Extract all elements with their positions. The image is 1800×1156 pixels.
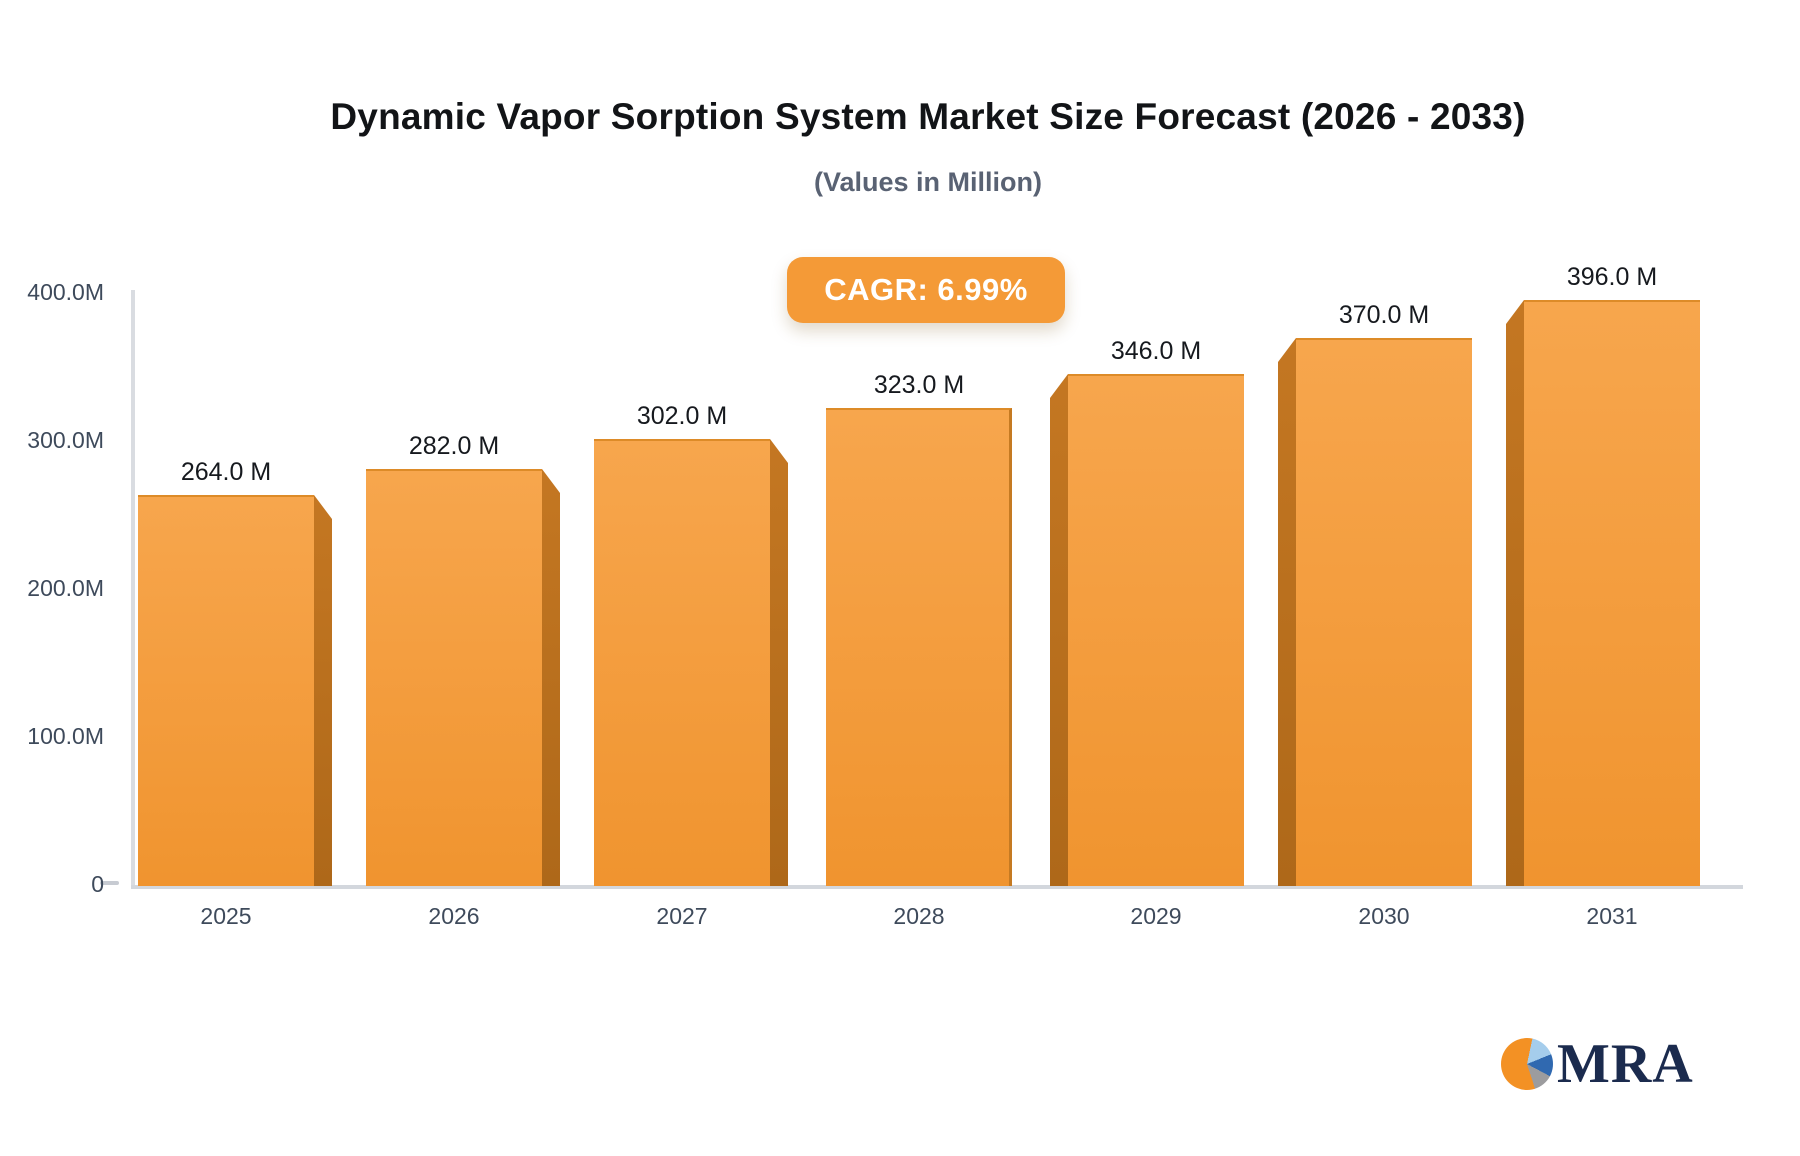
x-axis-label-2029: 2029 xyxy=(1130,903,1182,929)
bar-value-label-2028: 323.0 M xyxy=(873,371,965,399)
bar-value-label-2025: 264.0 M xyxy=(180,458,272,486)
bar-face[interactable] xyxy=(826,408,1012,886)
bar-face[interactable] xyxy=(1068,374,1244,886)
x-axis-label-2030: 2030 xyxy=(1358,903,1410,929)
chart-title: Dynamic Vapor Sorption System Market Siz… xyxy=(330,96,1526,137)
y-axis-label-0: 0 xyxy=(91,871,104,897)
bar-value-label-2026: 282.0 M xyxy=(408,432,500,460)
bar-value-label-2029: 346.0 M xyxy=(1110,337,1202,365)
bar-side-face xyxy=(314,495,332,886)
y-axis-label-400: 400.0M xyxy=(27,279,104,305)
bar-2025[interactable] xyxy=(138,495,332,886)
bar-face[interactable] xyxy=(1524,300,1700,886)
bar-side-face xyxy=(542,469,560,886)
x-axis-label-2025: 2025 xyxy=(200,903,252,929)
x-axis-label-2028: 2028 xyxy=(893,903,945,929)
bar-2028[interactable] xyxy=(822,408,1016,886)
bar-value-label-2031: 396.0 M xyxy=(1566,263,1658,291)
bar-value-label-2030: 370.0 M xyxy=(1338,301,1430,329)
bar-value-label-2027: 302.0 M xyxy=(636,402,728,430)
y-axis-label-300: 300.0M xyxy=(27,427,104,453)
chart-subtitle: (Values in Million) xyxy=(813,167,1043,197)
bar-2031[interactable] xyxy=(1506,300,1700,886)
x-axis-line xyxy=(131,885,1743,889)
bar-side-face xyxy=(770,439,788,886)
bar-2030[interactable] xyxy=(1278,338,1472,886)
zero-tick-mark xyxy=(100,881,119,885)
bar-side-face xyxy=(1278,338,1296,886)
bar-2027[interactable] xyxy=(594,439,788,886)
bar-face[interactable] xyxy=(1296,338,1472,886)
y-axis-line xyxy=(131,290,135,886)
bar-side-face xyxy=(1506,300,1524,886)
bar-face[interactable] xyxy=(366,469,542,886)
bar-face[interactable] xyxy=(594,439,770,886)
bar-2029[interactable] xyxy=(1050,374,1244,886)
cagr-badge: CAGR: 6.99% xyxy=(787,257,1065,323)
x-axis-label-2027: 2027 xyxy=(656,903,708,929)
mra-logo: MRA xyxy=(1501,1033,1694,1095)
x-axis-label-2026: 2026 xyxy=(428,903,480,929)
pie-chart-icon xyxy=(1501,1038,1553,1090)
bar-face[interactable] xyxy=(138,495,314,886)
logo-text: MRA xyxy=(1557,1033,1694,1095)
x-axis-label-2031: 2031 xyxy=(1586,903,1638,929)
y-axis-label-200: 200.0M xyxy=(27,575,104,601)
y-axis-label-100: 100.0M xyxy=(27,723,104,749)
bar-side-face xyxy=(1050,374,1068,886)
bar-2026[interactable] xyxy=(366,469,560,886)
